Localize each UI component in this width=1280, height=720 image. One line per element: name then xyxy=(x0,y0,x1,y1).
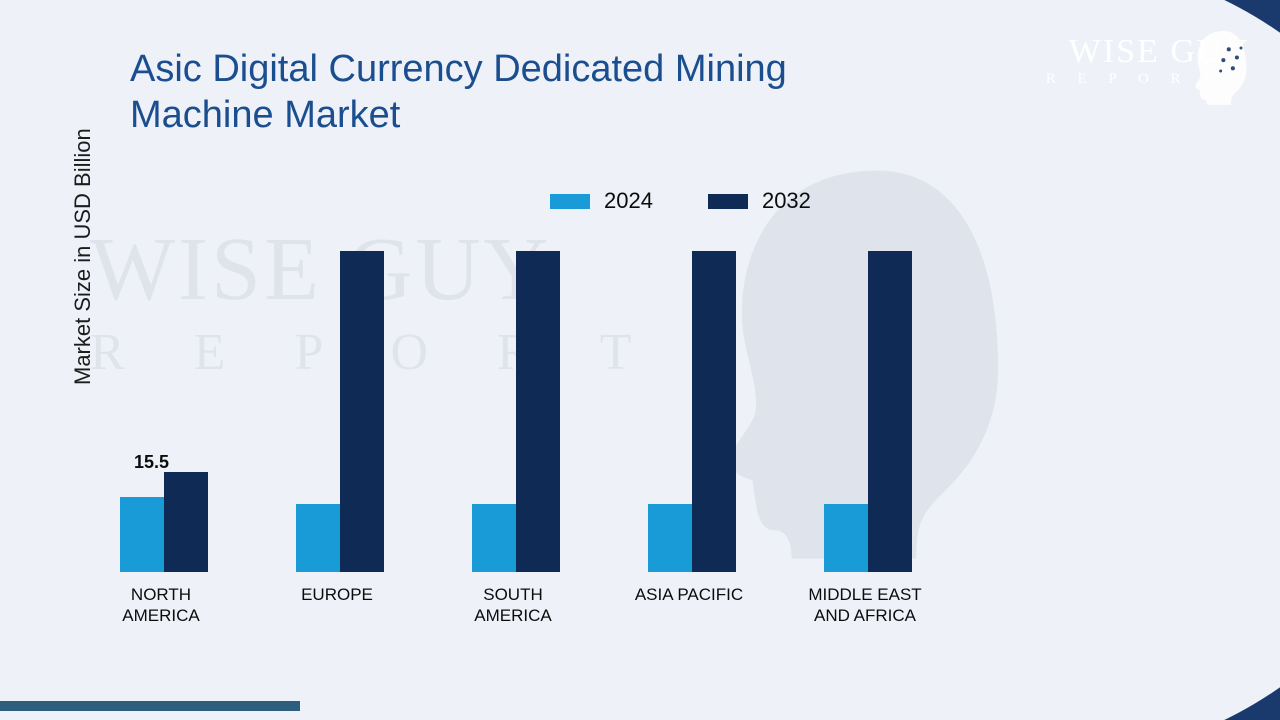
footer-accent-bar xyxy=(0,701,300,711)
legend: 2024 2032 xyxy=(550,188,811,214)
legend-label: 2024 xyxy=(604,188,653,214)
bar-2032 xyxy=(340,251,384,572)
legend-item-2024: 2024 xyxy=(550,188,653,214)
bar-2032 xyxy=(692,251,736,572)
category-label: ASIA PACIFIC xyxy=(624,584,754,605)
bar-2024 xyxy=(120,497,164,572)
bar-2024 xyxy=(472,504,516,572)
category-label: MIDDLE EAST AND AFRICA xyxy=(800,584,930,627)
category-label: NORTH AMERICA xyxy=(96,584,226,627)
legend-swatch-icon xyxy=(550,194,590,209)
chart-stage: WISE GUY R E P O R T S WISE GUY R E P O … xyxy=(0,0,1280,720)
legend-item-2032: 2032 xyxy=(708,188,811,214)
bar-2032 xyxy=(868,251,912,572)
bar-2024 xyxy=(648,504,692,572)
bar-2024 xyxy=(296,504,340,572)
bar-2032 xyxy=(164,472,208,572)
logo-head-icon xyxy=(1188,29,1256,109)
category-label: SOUTH AMERICA xyxy=(448,584,578,627)
brand-logo: WISE GUY R E P O R T S xyxy=(1046,35,1250,88)
legend-label: 2032 xyxy=(762,188,811,214)
bar-2024 xyxy=(824,504,868,572)
bar-2032 xyxy=(516,251,560,572)
y-axis-label: Market Size in USD Billion xyxy=(70,128,96,385)
legend-swatch-icon xyxy=(708,194,748,209)
category-label: EUROPE xyxy=(272,584,402,605)
chart-title: Asic Digital Currency Dedicated Mining M… xyxy=(130,46,830,139)
data-label: 15.5 xyxy=(134,452,169,473)
plot-area: NORTH AMERICAEUROPESOUTH AMERICAASIA PAC… xyxy=(106,232,946,572)
